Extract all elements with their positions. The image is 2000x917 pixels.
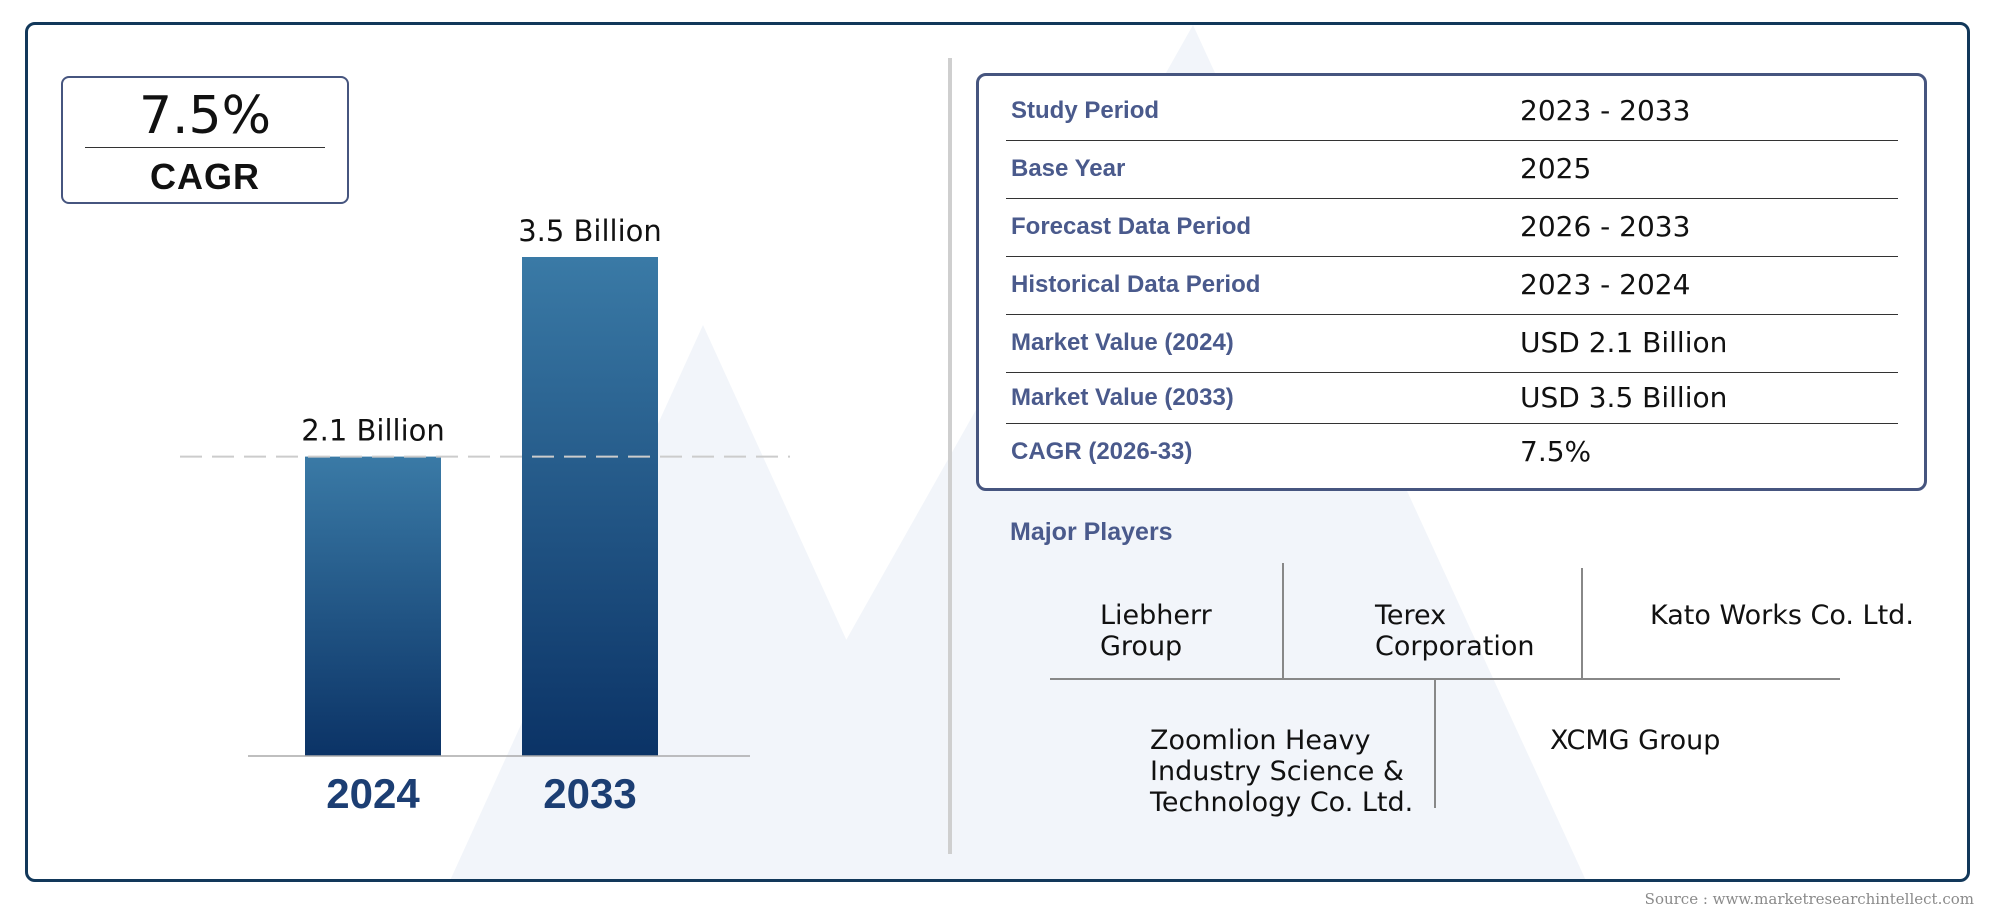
info-row: Study Period 2023 - 2033 [1006, 83, 1898, 141]
players-grid-line [1434, 680, 1436, 808]
info-row-label: CAGR (2026-33) [1011, 438, 1193, 465]
player-name: Zoomlion Heavy Industry Science & Techno… [1150, 725, 1414, 818]
panel-divider [948, 58, 952, 854]
info-row-label: Base Year [1011, 155, 1126, 182]
info-row-value: USD 2.1 Billion [1520, 326, 1728, 359]
cagr-badge: 7.5% CAGR [61, 76, 349, 204]
info-row-label: Study Period [1011, 97, 1160, 124]
info-row: Market Value (2024) USD 2.1 Billion [1006, 315, 1898, 373]
source-credit: Source : www.marketresearchintellect.com [1644, 890, 1974, 908]
market-bar-chart: 2.1 Billion 2024 3.5 Billion 2033 [180, 214, 790, 817]
info-row-value: 2026 - 2033 [1520, 210, 1691, 243]
bar-value-label: 3.5 Billion [518, 214, 662, 248]
x-tick-label: 2033 [543, 770, 636, 817]
info-row-label: Market Value (2024) [1011, 329, 1234, 356]
players-grid-line [1282, 563, 1284, 678]
info-row-value: 2023 - 2024 [1520, 268, 1691, 301]
info-row-label: Market Value (2033) [1011, 383, 1234, 411]
players-grid-line [1050, 678, 1840, 680]
info-row-value: 2023 - 2033 [1520, 94, 1691, 127]
bar-2024 [305, 456, 441, 756]
player-name: Liebherr Group [1100, 600, 1212, 662]
market-info-table [976, 73, 1927, 491]
cagr-label: CAGR [150, 156, 260, 197]
x-tick-label: 2024 [326, 770, 420, 817]
info-row: Historical Data Period 2023 - 2024 [1006, 257, 1898, 315]
players-grid-line [1581, 568, 1583, 678]
info-row-label: Historical Data Period [1011, 271, 1261, 298]
cagr-divider [85, 147, 325, 148]
info-row: Base Year 2025 [1006, 141, 1898, 199]
player-name: Terex Corporation [1375, 600, 1535, 662]
info-row: Forecast Data Period 2026 - 2033 [1006, 199, 1898, 257]
bar-2033 [522, 257, 658, 756]
info-row-value: 7.5% [1520, 435, 1592, 468]
info-row-value: USD 3.5 Billion [1520, 380, 1728, 414]
info-row-value: 2025 [1520, 152, 1592, 185]
player-name: XCMG Group [1550, 725, 1721, 756]
major-players-title: Major Players [1010, 518, 1173, 546]
player-name: Kato Works Co. Ltd. [1650, 600, 1914, 631]
cagr-value: 7.5% [138, 86, 272, 146]
bar-value-label: 2.1 Billion [301, 414, 445, 448]
info-row-label: Forecast Data Period [1011, 213, 1252, 240]
info-row: Market Value (2033) USD 3.5 Billion [1006, 373, 1898, 424]
info-row: CAGR (2026-33) 7.5% [1006, 424, 1898, 482]
